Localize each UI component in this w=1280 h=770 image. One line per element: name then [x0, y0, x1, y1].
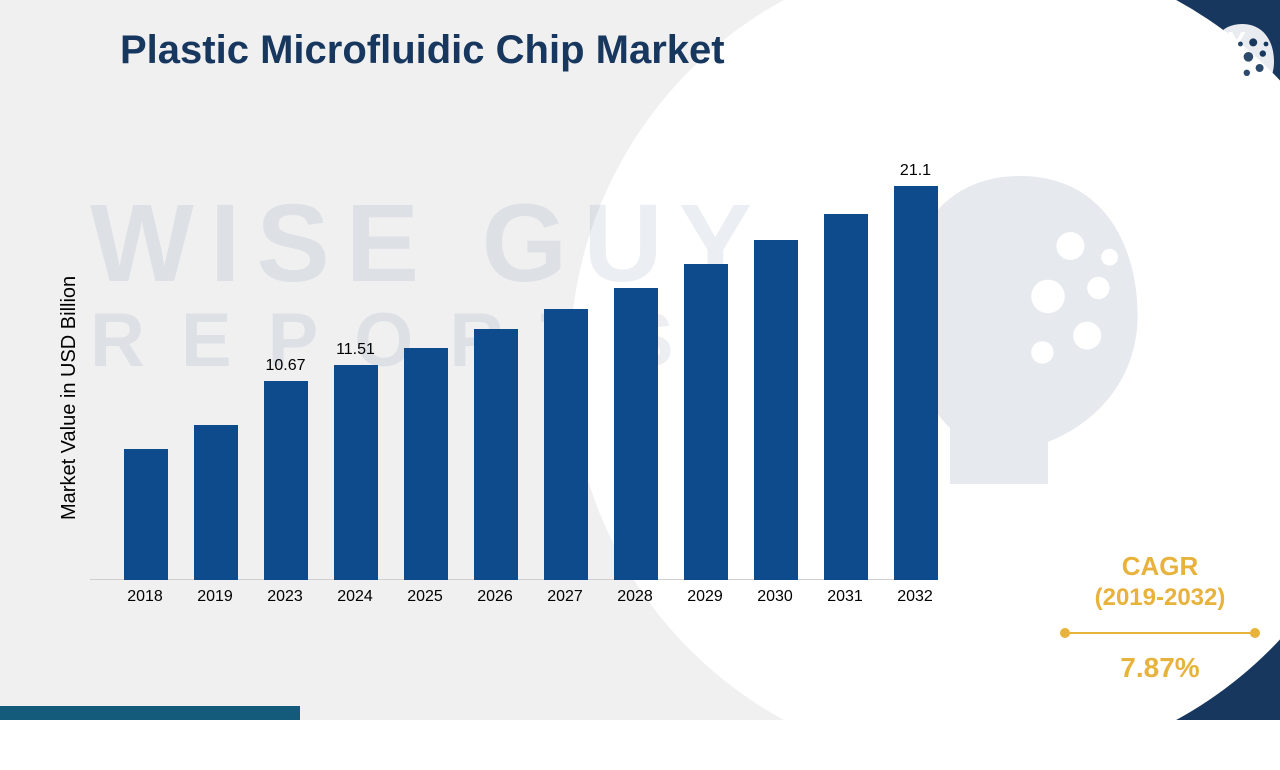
x-tick-label: 2028: [617, 588, 653, 606]
bar-chart: Market Value in USD Billion 10.67 11.51 21…: [40, 150, 940, 670]
bar-rect: [754, 240, 798, 580]
bar-rect: [544, 309, 588, 580]
x-tick-label: 2025: [407, 588, 443, 606]
bar-2030: [775, 150, 776, 580]
x-tick-label: 2023: [267, 588, 303, 606]
bar-2032: 21.1: [915, 150, 916, 580]
cagr-value: 7.87%: [1040, 652, 1280, 684]
cagr-divider: [1065, 632, 1255, 634]
x-tick-label: 2019: [197, 588, 233, 606]
bar-rect: [404, 348, 448, 580]
bar-2031: [845, 150, 846, 580]
x-tick-label: 2029: [687, 588, 723, 606]
bar-2025: [425, 150, 426, 580]
bar-2028: [635, 150, 636, 580]
chart-title: Plastic Microfluidic Chip Market: [120, 28, 725, 73]
bar-2018: [145, 150, 146, 580]
x-tick-label: 2027: [547, 588, 583, 606]
plot-area: 10.67 11.51 21.1: [90, 150, 930, 580]
bar-2027: [565, 150, 566, 580]
y-axis-label: Market Value in USD Billion: [58, 276, 81, 520]
cagr-title: CAGR: [1040, 551, 1280, 582]
bar-2026: [495, 150, 496, 580]
bar-rect: [614, 288, 658, 580]
bar-rect: [824, 214, 868, 580]
bar-rect: [684, 264, 728, 580]
bar-value-label: 10.67: [265, 357, 305, 375]
bar-rect: [474, 329, 518, 580]
brand-logo: WISE GUY REPORTS: [992, 26, 1252, 79]
x-axis-labels: 2018 2019 2023 2024 2025 2026 2027 2028 2029 2030…: [90, 588, 930, 618]
bar-2029: [705, 150, 706, 580]
x-tick-label: 2026: [477, 588, 513, 606]
cagr-block: CAGR (2019-2032) 7.87%: [1040, 551, 1280, 684]
bar-2019: [215, 150, 216, 580]
brand-head-icon: [1202, 18, 1280, 118]
bar-rect: [264, 381, 308, 580]
x-tick-label: 2032: [897, 588, 933, 606]
bar-rect: [334, 365, 378, 580]
x-tick-label: 2018: [127, 588, 163, 606]
bar-rect: [894, 186, 938, 580]
bar-rect: [194, 425, 238, 580]
bottom-accent-bar: [0, 706, 300, 720]
bar-value-label: 11.51: [336, 341, 375, 359]
bar-rect: [124, 449, 168, 580]
bar-2024: 11.51: [355, 150, 356, 580]
x-tick-label: 2031: [827, 588, 863, 606]
bar-value-label: 21.1: [900, 162, 931, 180]
cagr-period: (2019-2032): [1040, 584, 1280, 612]
x-tick-label: 2024: [337, 588, 373, 606]
page-background: WISE GUY REPORTS Plastic Microfluidic Ch…: [0, 0, 1280, 720]
bar-2023: 10.67: [285, 150, 286, 580]
x-tick-label: 2030: [757, 588, 793, 606]
